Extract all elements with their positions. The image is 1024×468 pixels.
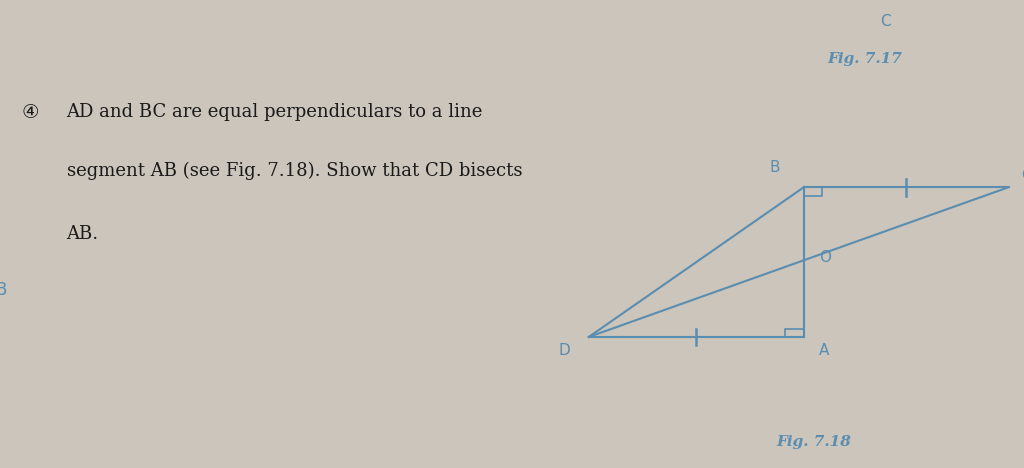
Text: C: C — [1021, 168, 1024, 183]
Text: D: D — [559, 343, 570, 358]
Text: ④: ④ — [22, 103, 40, 122]
Text: Fig. 7.17: Fig. 7.17 — [827, 51, 903, 66]
Text: O: O — [819, 250, 831, 265]
Text: AD and BC are equal perpendiculars to a line: AD and BC are equal perpendiculars to a … — [67, 103, 483, 121]
Text: B: B — [0, 281, 6, 299]
Text: Fig. 7.18: Fig. 7.18 — [776, 435, 852, 449]
Text: B: B — [770, 161, 780, 176]
Text: segment AB (see Fig. 7.18). Show that CD bisects: segment AB (see Fig. 7.18). Show that CD… — [67, 162, 522, 180]
Text: A: A — [819, 343, 829, 358]
Text: C: C — [881, 14, 891, 29]
Text: AB.: AB. — [67, 225, 98, 243]
